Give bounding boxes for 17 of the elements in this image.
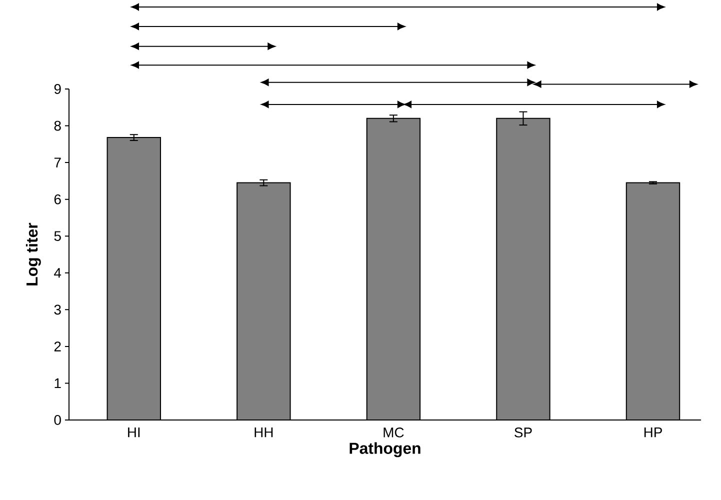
y-tick-label: 9 — [54, 84, 61, 94]
y-tick-label: 1 — [54, 378, 61, 388]
y-tick-label: 4 — [54, 268, 62, 278]
y-tick-label: 0 — [54, 415, 61, 425]
x-tick-label: SP — [514, 428, 532, 438]
x-tick-label: MC — [384, 428, 404, 438]
x-tick-label: HP — [644, 428, 662, 438]
y-tick-label: 7 — [54, 158, 61, 168]
y-tick-label: 3 — [54, 304, 61, 315]
x-tick-label: HH — [254, 428, 273, 438]
x-tick-label: HI — [128, 428, 140, 438]
y-axis-title: Log titer — [26, 222, 41, 286]
y-tick-label: 8 — [54, 120, 61, 131]
y-tick-label: 2 — [54, 342, 61, 352]
y-tick-label: 6 — [54, 194, 61, 204]
x-axis-title: Pathogen — [350, 442, 420, 458]
y-tick-label: 5 — [54, 231, 61, 241]
